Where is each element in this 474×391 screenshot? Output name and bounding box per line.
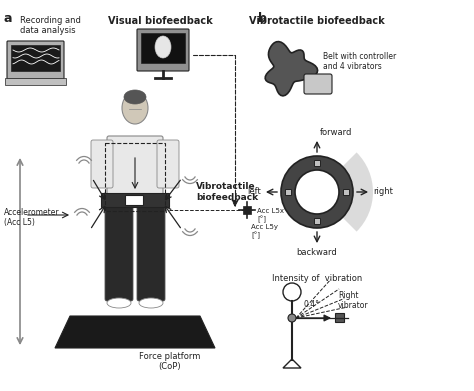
Bar	[285, 189, 291, 195]
Text: right: right	[373, 188, 393, 197]
Bar	[343, 189, 349, 195]
Text: Acc L5x
[°]: Acc L5x [°]	[257, 208, 284, 222]
Bar	[335, 313, 344, 322]
Polygon shape	[265, 41, 318, 96]
Text: Visual biofeedback: Visual biofeedback	[108, 16, 212, 26]
Text: Recording and
data analysis: Recording and data analysis	[20, 16, 81, 36]
FancyBboxPatch shape	[105, 205, 133, 301]
Bar	[5, 78, 66, 85]
Text: 0.4°: 0.4°	[304, 300, 320, 309]
FancyBboxPatch shape	[107, 136, 163, 198]
Text: left: left	[247, 188, 261, 197]
Wedge shape	[317, 152, 373, 231]
Ellipse shape	[122, 92, 148, 124]
Bar	[314, 160, 320, 166]
Bar	[314, 218, 320, 224]
Bar	[105, 143, 165, 211]
FancyBboxPatch shape	[7, 41, 64, 79]
Bar	[243, 206, 251, 214]
Bar	[125, 195, 143, 205]
Text: Vibrotactile biofeedback: Vibrotactile biofeedback	[249, 16, 385, 26]
Ellipse shape	[155, 36, 171, 58]
Text: Vibrotactile
biofeedback: Vibrotactile biofeedback	[196, 182, 258, 202]
Text: forward: forward	[320, 128, 352, 137]
Circle shape	[288, 314, 296, 322]
Bar	[141, 33, 185, 63]
Text: b: b	[258, 12, 267, 25]
Text: Accelerometer
(Acc L5): Accelerometer (Acc L5)	[4, 208, 60, 228]
Text: Intensity of  vibration: Intensity of vibration	[272, 274, 362, 283]
Ellipse shape	[139, 298, 163, 308]
FancyBboxPatch shape	[157, 140, 179, 188]
Text: Force platform
(CoP): Force platform (CoP)	[139, 352, 201, 371]
Polygon shape	[55, 316, 215, 348]
Ellipse shape	[107, 298, 131, 308]
Circle shape	[295, 170, 339, 214]
FancyBboxPatch shape	[304, 74, 332, 94]
Bar	[11, 45, 60, 71]
Bar	[101, 193, 169, 207]
Circle shape	[281, 156, 353, 228]
Text: Acc L5y
[°]: Acc L5y [°]	[251, 224, 278, 239]
FancyBboxPatch shape	[137, 29, 189, 71]
Ellipse shape	[124, 90, 146, 104]
FancyBboxPatch shape	[91, 140, 113, 188]
Wedge shape	[317, 177, 338, 207]
Text: Right
vibrator: Right vibrator	[338, 291, 369, 310]
Text: Belt with controller
and 4 vibrators: Belt with controller and 4 vibrators	[323, 52, 396, 72]
Text: a: a	[4, 12, 12, 25]
Text: backward: backward	[297, 248, 337, 257]
FancyBboxPatch shape	[137, 205, 165, 301]
